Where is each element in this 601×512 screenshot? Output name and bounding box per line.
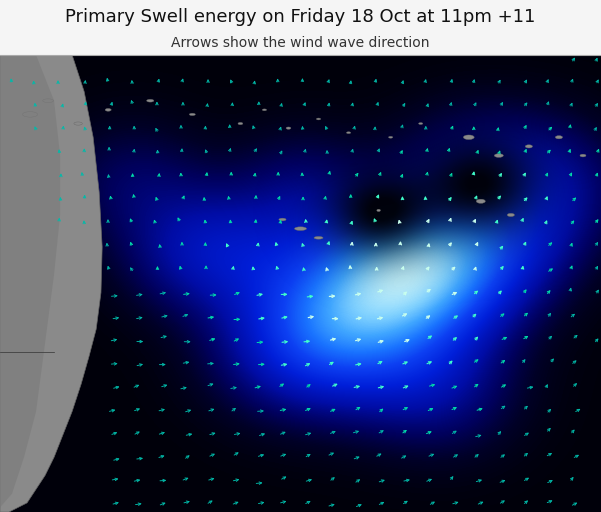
- Ellipse shape: [74, 122, 82, 125]
- Ellipse shape: [43, 99, 53, 102]
- Ellipse shape: [555, 136, 563, 139]
- Ellipse shape: [507, 214, 514, 217]
- Text: Arrows show the wind wave direction: Arrows show the wind wave direction: [171, 36, 430, 50]
- Ellipse shape: [494, 154, 504, 157]
- Ellipse shape: [279, 218, 286, 221]
- Ellipse shape: [580, 154, 586, 157]
- Ellipse shape: [377, 209, 380, 211]
- Ellipse shape: [477, 199, 486, 203]
- Ellipse shape: [23, 112, 37, 117]
- Ellipse shape: [463, 135, 474, 140]
- Ellipse shape: [262, 109, 267, 111]
- Ellipse shape: [294, 227, 307, 230]
- Ellipse shape: [418, 123, 423, 124]
- Ellipse shape: [314, 237, 323, 239]
- Ellipse shape: [189, 113, 195, 116]
- Ellipse shape: [346, 132, 351, 134]
- Polygon shape: [0, 55, 60, 507]
- Ellipse shape: [525, 145, 532, 148]
- Ellipse shape: [238, 122, 243, 125]
- Ellipse shape: [286, 127, 291, 129]
- Ellipse shape: [147, 99, 154, 102]
- Ellipse shape: [105, 109, 111, 111]
- Text: Primary Swell energy on Friday 18 Oct at 11pm +11: Primary Swell energy on Friday 18 Oct at…: [66, 8, 535, 26]
- Ellipse shape: [317, 118, 321, 120]
- Ellipse shape: [389, 136, 393, 138]
- Polygon shape: [0, 55, 102, 512]
